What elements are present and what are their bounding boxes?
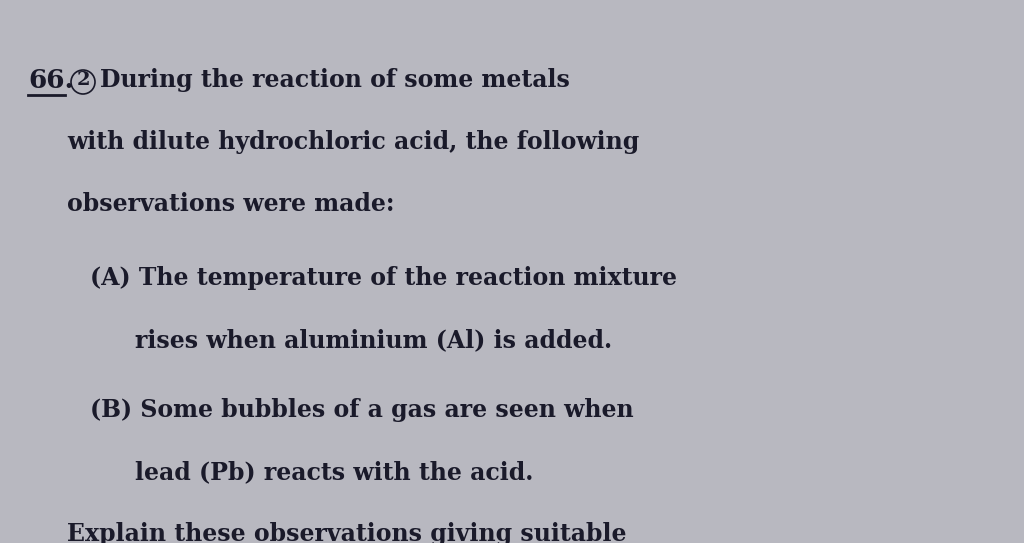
- Text: (B) Some bubbles of a gas are seen when: (B) Some bubbles of a gas are seen when: [90, 398, 634, 422]
- Text: rises when aluminium (Al) is added.: rises when aluminium (Al) is added.: [135, 328, 612, 352]
- Text: lead (Pb) reacts with the acid.: lead (Pb) reacts with the acid.: [135, 460, 534, 484]
- Text: 66.: 66.: [28, 68, 74, 93]
- Text: During the reaction of some metals: During the reaction of some metals: [100, 68, 570, 92]
- Text: Explain these observations giving suitable: Explain these observations giving suitab…: [67, 522, 627, 543]
- Text: with dilute hydrochloric acid, the following: with dilute hydrochloric acid, the follo…: [67, 130, 639, 154]
- Text: observations were made:: observations were made:: [67, 192, 394, 216]
- Text: (A) The temperature of the reaction mixture: (A) The temperature of the reaction mixt…: [90, 266, 677, 290]
- Text: 2: 2: [76, 71, 90, 89]
